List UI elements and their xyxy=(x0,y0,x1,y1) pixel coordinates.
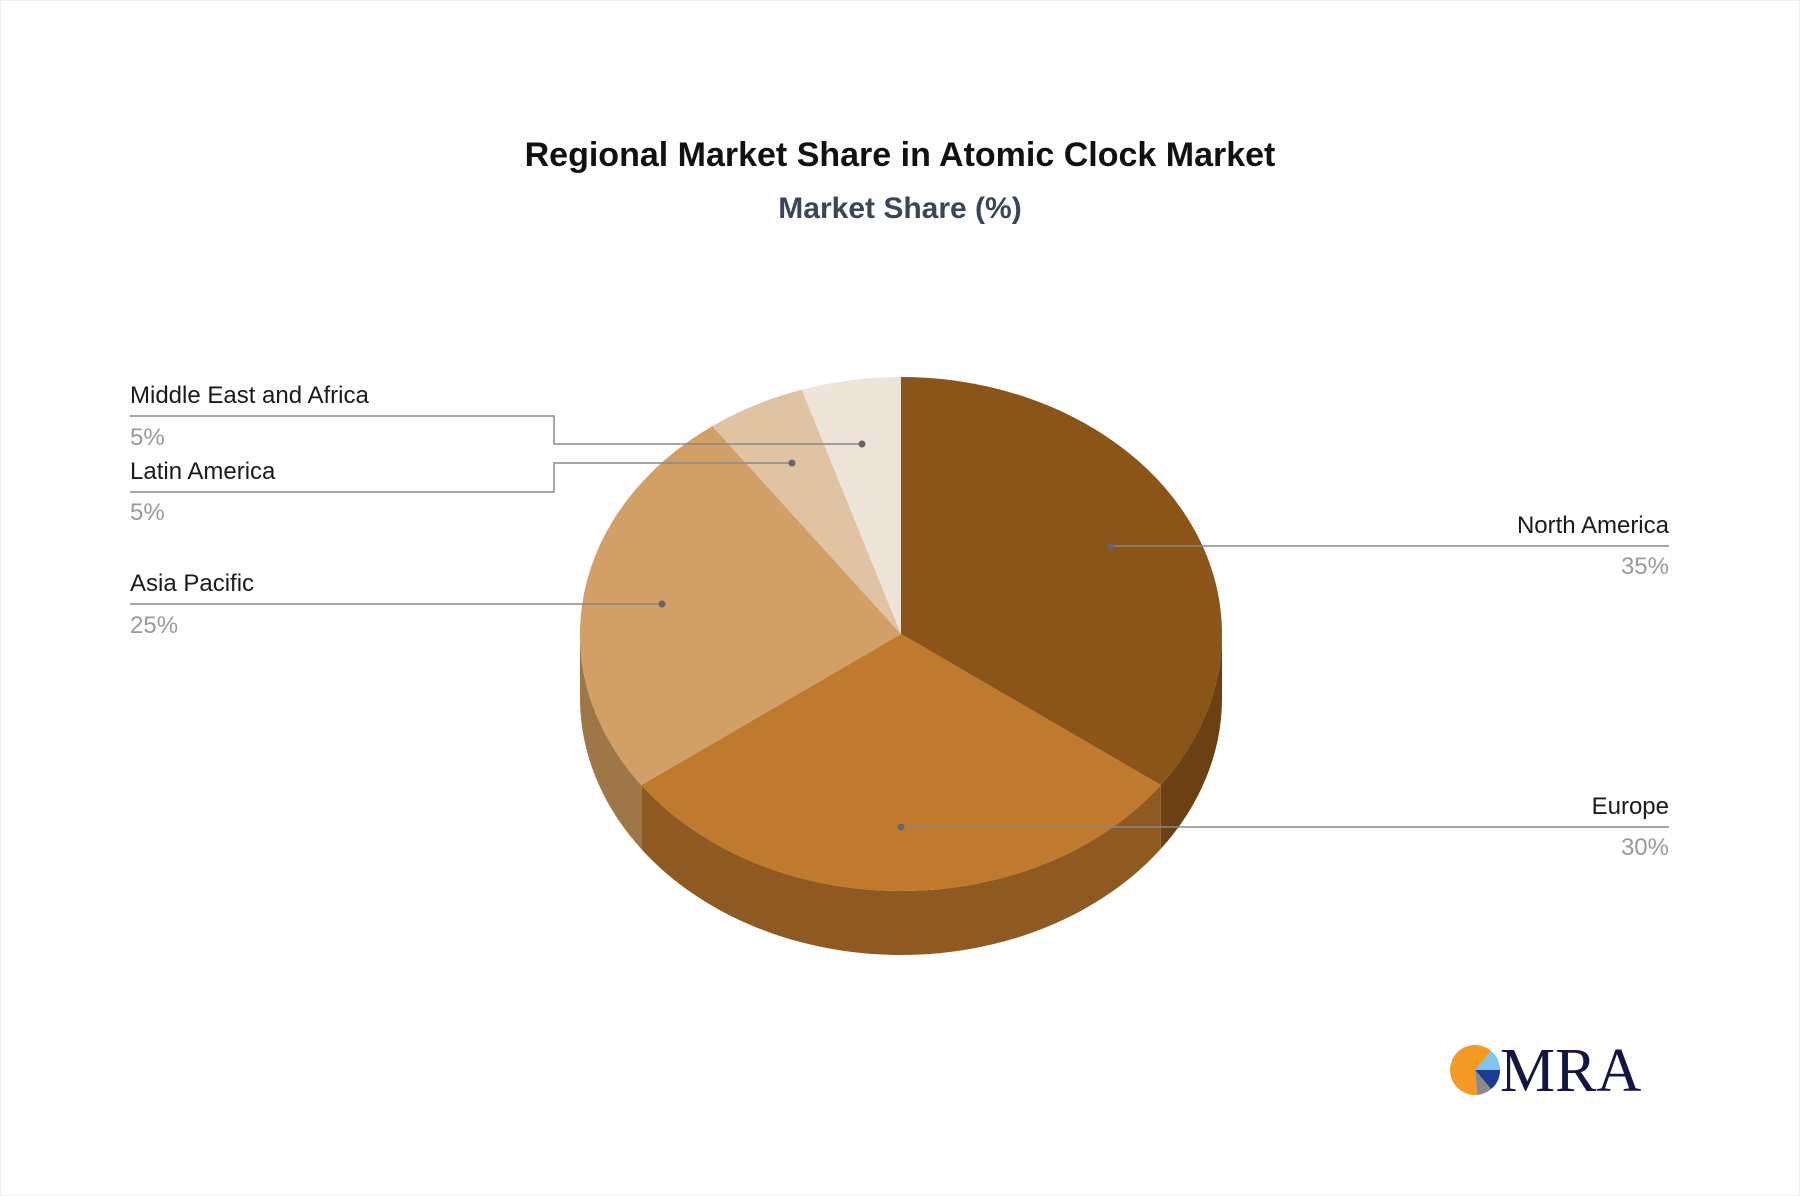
value-label-asia-pacific: 25% xyxy=(130,612,178,639)
value-label-north-america: 35% xyxy=(1621,553,1669,580)
label-middle-east-and-africa: Middle East and Africa xyxy=(130,382,369,409)
logo-slice-gray xyxy=(1475,1070,1492,1095)
leader-line-middle-east-and-africa xyxy=(130,415,862,445)
leader-dot-north-america xyxy=(1107,542,1115,550)
leader-dot-europe xyxy=(897,823,905,831)
pie-side-asia-pacific xyxy=(580,634,642,850)
pie-slice-middle-east-and-africa[interactable] xyxy=(801,377,901,634)
leader-dot-middle-east-and-africa xyxy=(858,440,866,448)
pie-slice-asia-pacific[interactable] xyxy=(580,426,901,786)
label-north-america: North America xyxy=(1517,512,1670,539)
pie-slice-north-america[interactable] xyxy=(901,377,1222,786)
logo-slice-orange xyxy=(1450,1045,1492,1096)
label-latin-america: Latin America xyxy=(130,458,276,485)
label-asia-pacific: Asia Pacific xyxy=(130,570,254,597)
value-label-latin-america: 5% xyxy=(130,499,165,526)
pie-slice-latin-america[interactable] xyxy=(712,389,901,634)
label-europe: Europe xyxy=(1592,793,1669,820)
leader-dot-latin-america xyxy=(788,459,796,467)
mra-logo: MRA xyxy=(1450,1037,1641,1105)
leader-line-latin-america xyxy=(130,462,792,493)
pie-side-north-america xyxy=(1160,634,1222,850)
value-label-middle-east-and-africa: 5% xyxy=(130,424,165,451)
chart-title: Regional Market Share in Atomic Clock Ma… xyxy=(524,136,1276,174)
chart-subtitle: Market Share (%) xyxy=(778,192,1022,225)
pie-side-europe xyxy=(641,785,1161,956)
logo-slice-light-blue xyxy=(1475,1050,1500,1070)
leader-dot-asia-pacific xyxy=(658,600,666,608)
value-label-europe: 30% xyxy=(1621,834,1669,861)
logo-text: MRA xyxy=(1500,1037,1641,1105)
logo-slice-blue xyxy=(1475,1070,1500,1090)
